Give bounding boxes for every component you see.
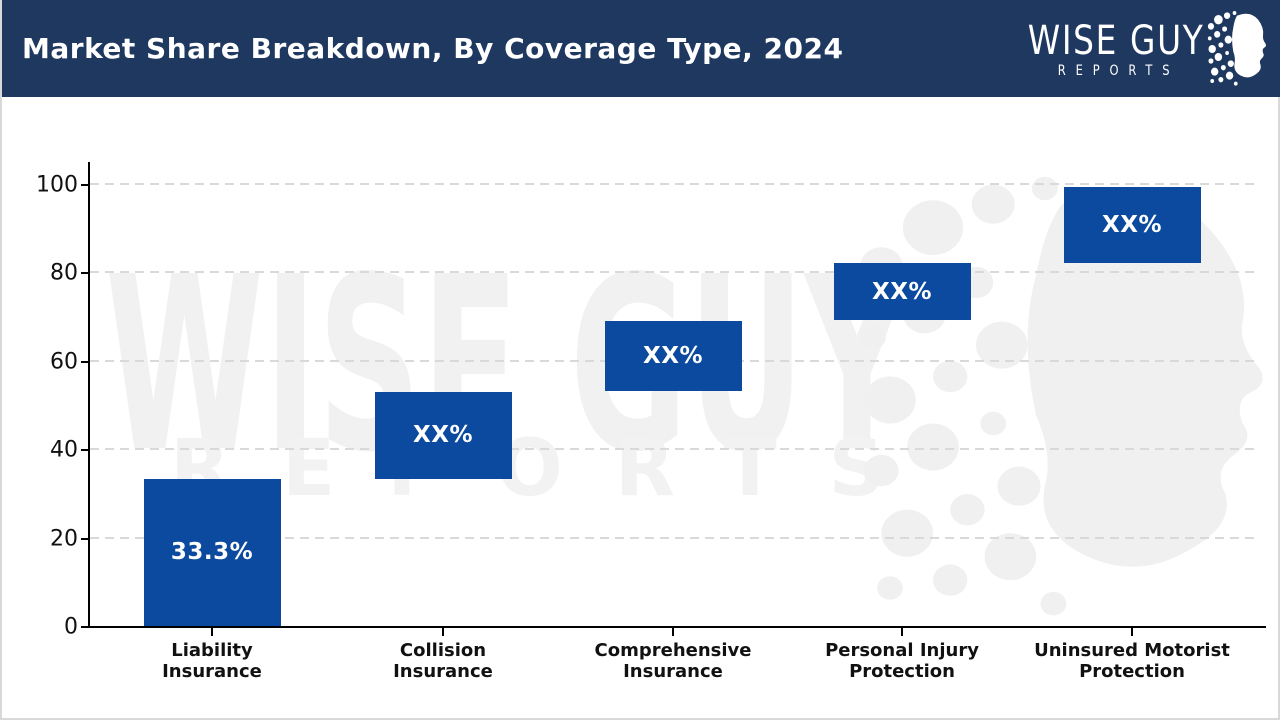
category-label: Collision Insurance: [323, 640, 563, 682]
x-tick: [901, 628, 903, 636]
bar-value-label: XX%: [412, 422, 473, 449]
category-label-line: Collision: [399, 640, 487, 661]
header-bar: Market Share Breakdown, By Coverage Type…: [2, 0, 1280, 97]
y-tick-label: 60: [50, 349, 78, 375]
bar-value-label: XX%: [1101, 212, 1162, 239]
x-tick: [211, 628, 213, 636]
y-tick: [81, 626, 88, 628]
y-tick-label: 40: [50, 437, 78, 463]
watermark-face-icon: [859, 176, 1263, 616]
category-label-line: Comprehensive: [594, 640, 752, 661]
category-label-line: Protection: [849, 661, 955, 683]
bar: XX%: [833, 263, 971, 321]
x-tick: [442, 628, 444, 636]
category-label: Personal Injury Protection: [782, 640, 1022, 682]
chart-area: 0 20 40 60 80 100 33.3% Liability Insurance XX% Co…: [2, 97, 1280, 720]
category-label-line: Insurance: [162, 661, 262, 683]
x-tick: [672, 628, 674, 636]
bar-value-label: XX%: [642, 342, 703, 369]
category-label-line: Insurance: [393, 661, 493, 683]
category-label-line: Insurance: [623, 661, 723, 683]
y-tick: [81, 449, 88, 452]
bar: XX%: [374, 392, 512, 479]
x-axis-line: [88, 626, 1266, 628]
bar-value-label: XX%: [871, 278, 932, 305]
watermark-text-reports: REPORTS: [170, 424, 937, 514]
wiseguy-face-icon: [1207, 11, 1266, 86]
y-tick-label: 100: [36, 172, 78, 198]
gridline: [90, 448, 1260, 451]
category-label-line: Uninsured Motorist: [1034, 640, 1230, 661]
x-tick: [1131, 628, 1133, 636]
logo-reports-label: REPORTS: [1057, 62, 1179, 79]
category-label-line: Personal Injury: [825, 640, 979, 661]
bar: 33.3%: [143, 478, 281, 626]
y-tick-label: 20: [50, 526, 78, 552]
bar: XX%: [604, 321, 742, 391]
page-title: Market Share Breakdown, By Coverage Type…: [22, 32, 844, 65]
category-label-line: Liability: [171, 640, 253, 661]
gridline: [90, 271, 1260, 274]
gridline: [90, 536, 1260, 539]
category-label: Uninsured Motorist Protection: [1012, 640, 1252, 682]
y-tick: [81, 184, 88, 186]
y-tick: [81, 272, 88, 275]
category-label-line: Protection: [1079, 661, 1185, 683]
y-axis-line: [88, 162, 90, 628]
gridline: [90, 183, 1260, 185]
category-label: Liability Insurance: [92, 640, 332, 682]
y-tick: [81, 537, 88, 540]
wiseguy-logo: WISE GUY REPORTS: [989, 6, 1268, 92]
bar-value-label: 33.3%: [170, 539, 254, 566]
y-tick-label: 80: [50, 260, 78, 286]
bar: XX%: [1063, 187, 1201, 264]
logo-wiseguy-label: WISE GUY: [1027, 17, 1204, 64]
y-tick-label: 0: [64, 614, 78, 640]
wiseguy-logo-text: WISE GUY REPORTS: [1027, 21, 1204, 78]
y-tick: [81, 360, 88, 363]
category-label: Comprehensive Insurance: [553, 640, 793, 682]
